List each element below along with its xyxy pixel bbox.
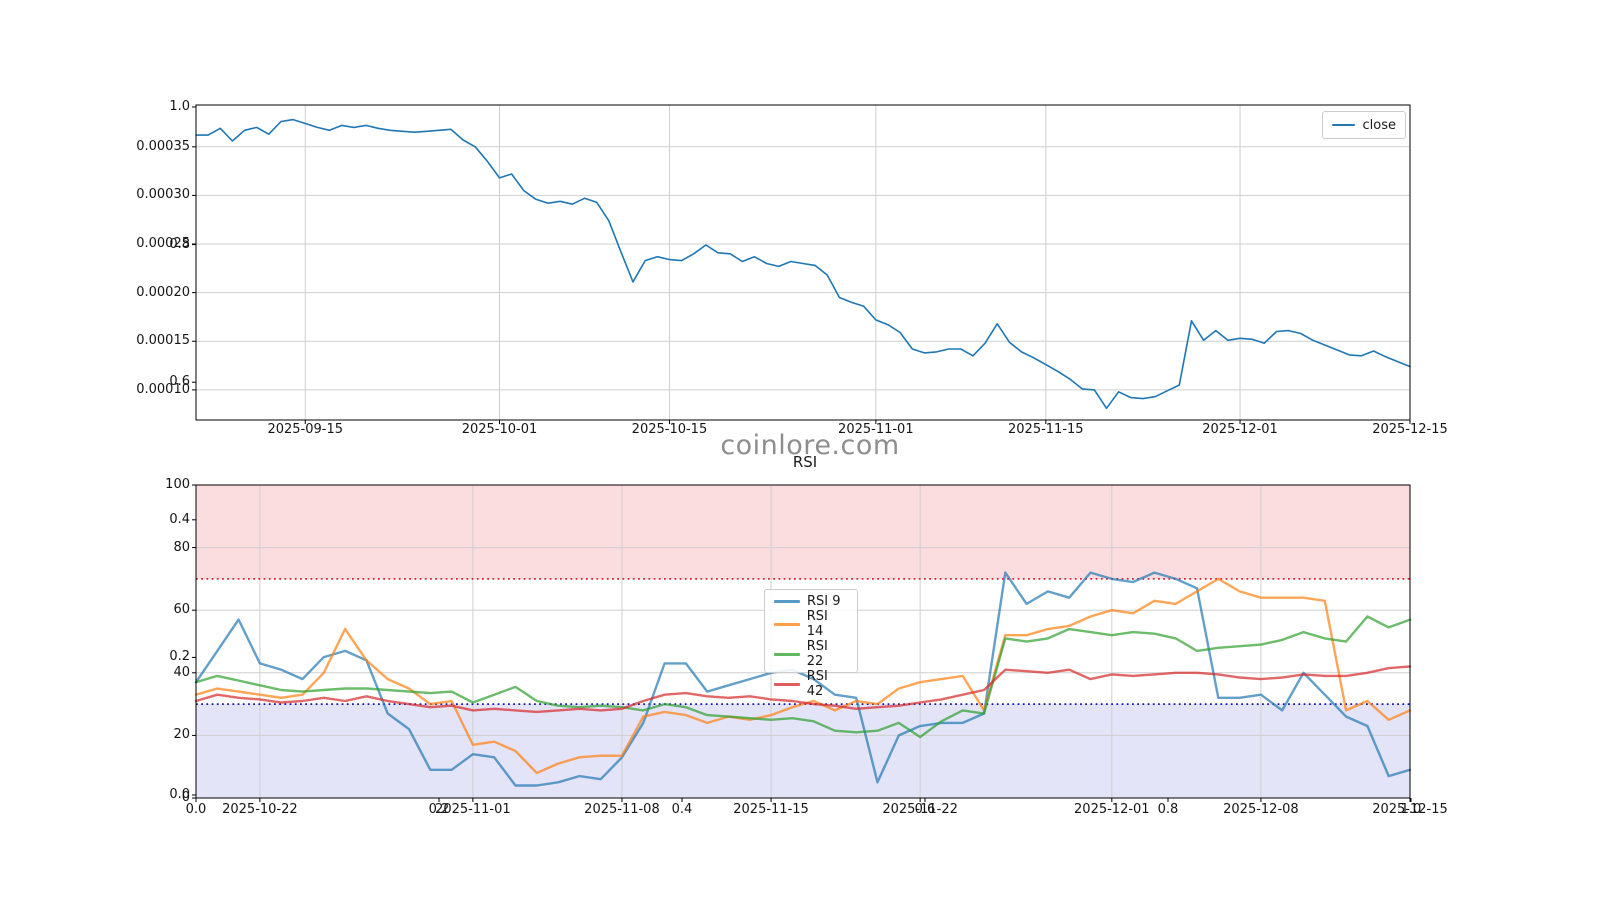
x-tick-label: 2025-10-22	[222, 802, 298, 817]
y-tick-label: 100	[165, 477, 190, 492]
y-tick-label: 0.00025	[136, 236, 190, 252]
close-line-sample	[1332, 124, 1355, 126]
rsi-panel-title: RSI	[792, 453, 818, 471]
rsi22-line-sample	[774, 652, 800, 656]
price-legend: close	[1322, 111, 1406, 139]
ghost-x-tick-label: 0.6	[914, 802, 936, 817]
y-tick-label: 20	[173, 727, 190, 743]
x-tick-label: 2025-11-01	[838, 422, 914, 437]
ghost-x-tick-label: 0.2	[428, 802, 450, 817]
x-tick-label: 2025-11-08	[584, 802, 660, 817]
rsi-legend-row: RSI 9	[774, 594, 848, 609]
ghost-x-tick-label: 0.8	[1157, 802, 1179, 817]
x-tick-label: 2025-12-15	[1372, 802, 1448, 817]
rsi42-legend-label: RSI 42	[806, 669, 828, 699]
x-tick-label: 2025-09-15	[267, 422, 344, 437]
watermark: coinlore.com	[720, 430, 900, 461]
x-tick-label: 2025-12-15	[1372, 422, 1448, 437]
close-legend-label: close	[1362, 117, 1396, 133]
ghost-y-tick-label: 0.8	[169, 236, 190, 252]
y-tick-label: 0.00010	[136, 381, 190, 397]
rsi-legend: RSI 9 RSI 14 RSI 22 RSI 42	[764, 589, 858, 699]
x-tick-label: 2025-12-01	[1074, 802, 1150, 817]
rsi14-line-sample	[774, 622, 800, 626]
rsi22-legend-label: RSI 22	[806, 639, 828, 669]
x-tick-label: 2025-12-08	[1223, 802, 1299, 817]
rsi9-line-sample	[774, 600, 800, 603]
ghost-y-tick-label: 1.0	[169, 99, 190, 114]
x-tick-label: 2025-11-15	[733, 802, 809, 817]
rsi-legend-row: RSI 14	[774, 609, 848, 639]
y-tick-label: 0	[181, 790, 190, 805]
ghost-y-tick-label: 0.0	[169, 787, 190, 802]
x-tick-label: 2025-10-15	[631, 422, 708, 437]
x-tick-label: 2025-11-01	[435, 802, 511, 817]
ghost-y-tick-label: 0.2	[169, 649, 190, 665]
rsi-legend-row: RSI 42	[774, 669, 848, 699]
y-tick-label: 0.00015	[136, 333, 190, 349]
x-tick-label: 2025-10-01	[461, 422, 538, 437]
y-tick-label: 0.00030	[136, 187, 190, 203]
ghost-x-tick-label: 1.0	[1400, 802, 1422, 817]
x-tick-label: 2025-12-01	[1202, 422, 1278, 437]
y-tick-label: 40	[173, 664, 190, 680]
rsi-legend-row: RSI 22	[774, 639, 848, 669]
rsi42-line-sample	[774, 682, 800, 686]
y-tick-label: 0.00035	[136, 138, 190, 154]
ghost-x-tick-label: 0.4	[671, 802, 693, 817]
y-tick-label: 80	[173, 539, 190, 555]
y-tick-label: 60	[173, 602, 190, 618]
y-tick-label: 0.00020	[136, 284, 190, 300]
rsi14-legend-label: RSI 14	[806, 609, 828, 639]
ghost-y-tick-label: 0.4	[169, 511, 190, 527]
ghost-y-tick-label: 0.6	[169, 374, 190, 390]
ghost-x-tick-label: 0.0	[185, 802, 207, 817]
rsi9-legend-label: RSI 9	[807, 594, 841, 609]
x-tick-label: 2025-11-22	[882, 802, 958, 817]
x-tick-label: 2025-11-15	[1008, 422, 1084, 437]
